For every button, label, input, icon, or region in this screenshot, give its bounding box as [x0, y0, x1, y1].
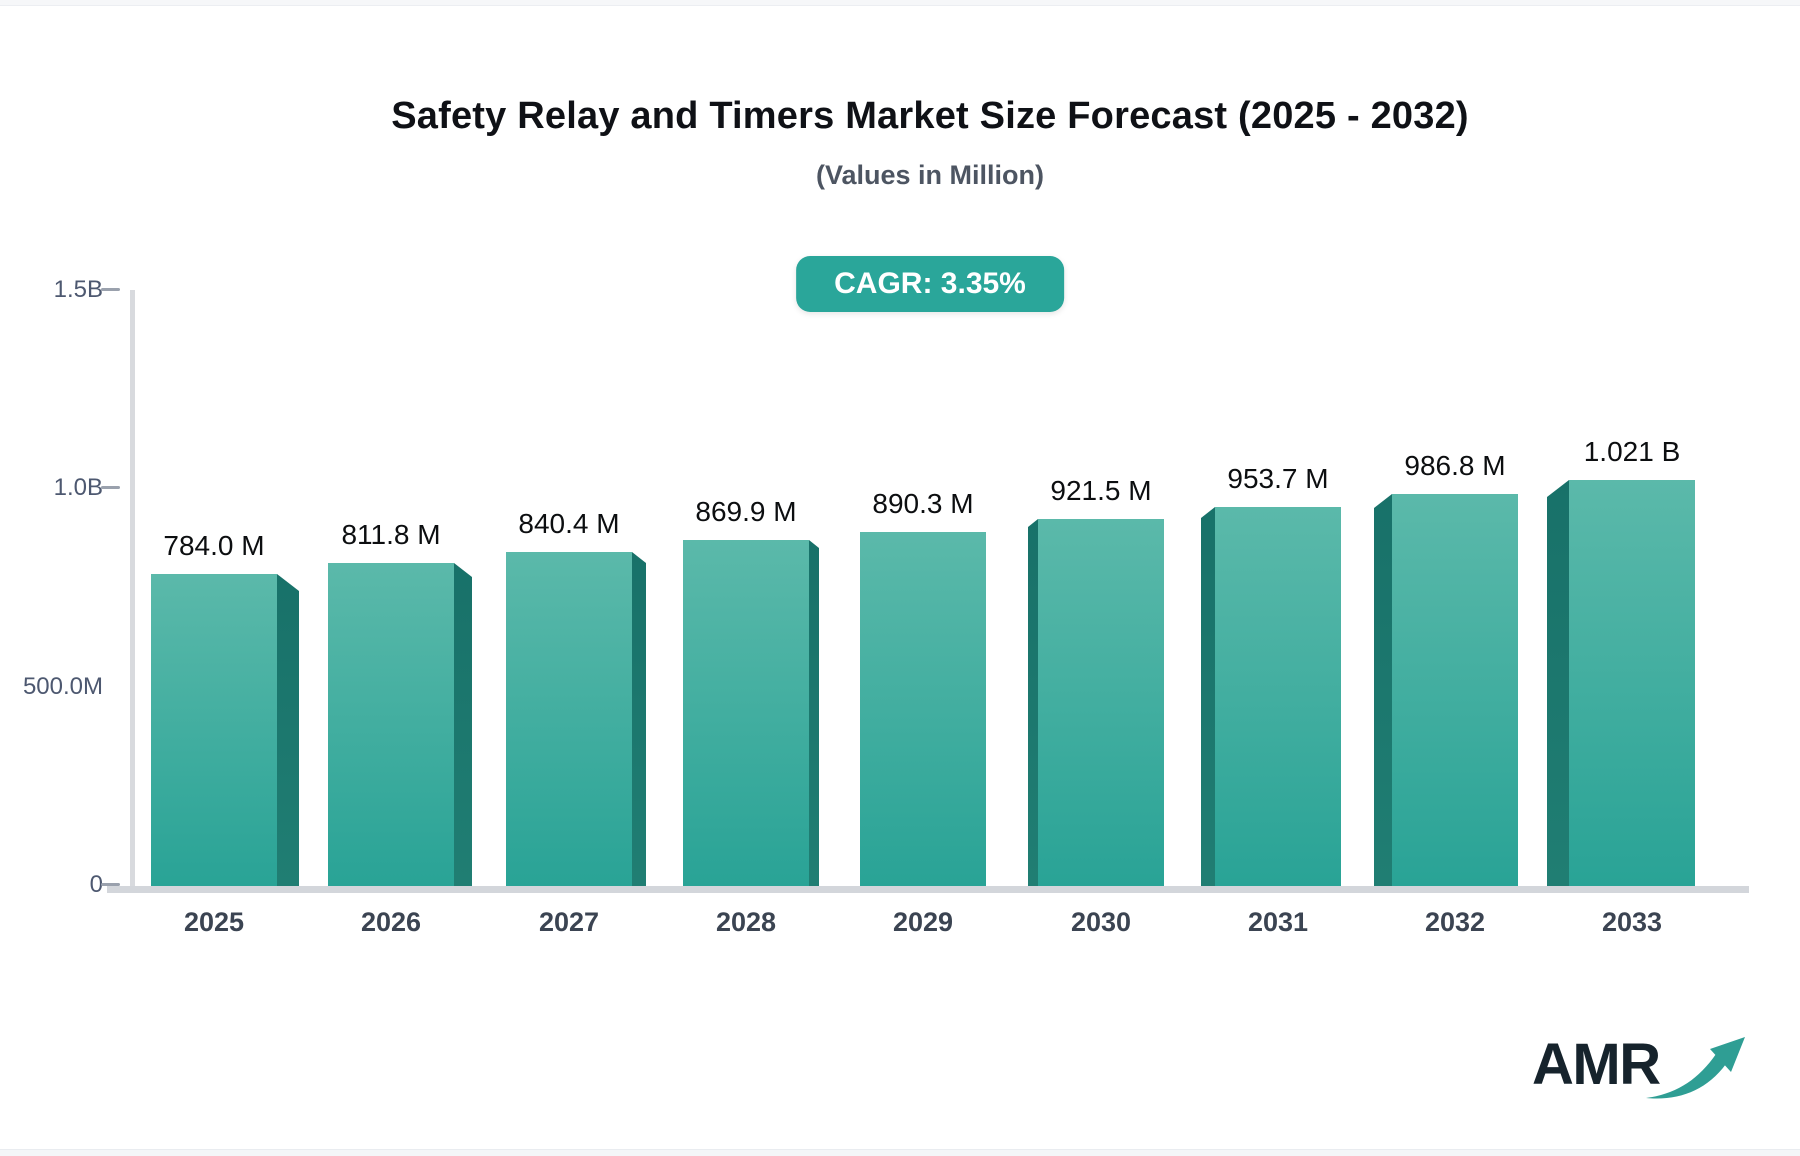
chart-title: Safety Relay and Timers Market Size Fore…: [391, 95, 1469, 137]
bar-value-label-2026: 811.8 M: [341, 519, 441, 550]
bar-side-face-2025: [277, 574, 299, 886]
x-axis-label-2033: 2033: [1601, 907, 1663, 937]
bar-value-label-2029: 890.3 M: [872, 488, 974, 519]
cagr-badge: CAGR: 3.35%: [796, 256, 1064, 312]
bar-value-label-2033: 1.021 B: [1583, 436, 1681, 467]
y-tick-label-1.5B: 1.5B: [53, 276, 103, 303]
y-tick-label-1.0B: 1.0B: [53, 474, 103, 501]
bar-side-face-2033: [1547, 480, 1569, 886]
bar-side-face-2030: [1028, 519, 1038, 886]
bar-2025: [151, 574, 277, 886]
y-tick-dash: [101, 883, 120, 886]
x-axis-label-2028: 2028: [715, 907, 777, 937]
y-tick-dash: [101, 486, 120, 489]
x-axis-label-2032: 2032: [1424, 907, 1486, 937]
page-bottom-divider: [0, 1149, 1800, 1156]
growth-arrow-icon: [1646, 1037, 1745, 1099]
bar-side-face-2026: [454, 563, 472, 886]
bar-2030: [1038, 519, 1164, 886]
bar-2033: [1569, 480, 1695, 886]
bar-value-label-2031: 953.7 M: [1227, 463, 1329, 494]
bar-value-label-2032: 986.8 M: [1404, 450, 1506, 481]
page-top-divider: [0, 0, 1800, 6]
y-tick-dash: [101, 288, 120, 291]
bar-side-face-2032: [1374, 494, 1392, 886]
bar-side-face-2031: [1201, 507, 1215, 886]
bar-2027: [506, 552, 632, 886]
cagr-badge-label: CAGR: 3.35%: [834, 267, 1026, 300]
x-axis-label-2029: 2029: [892, 907, 954, 937]
x-axis-label-2030: 2030: [1070, 907, 1132, 937]
x-axis-label-2025: 2025: [183, 907, 245, 937]
bar-value-label-2028: 869.9 M: [695, 496, 797, 527]
x-axis-baseline: [107, 886, 1749, 893]
x-axis-label-2031: 2031: [1247, 907, 1309, 937]
bar-side-face-2028: [809, 540, 819, 886]
x-axis-label-2027: 2027: [538, 907, 600, 937]
bar-side-face-2027: [632, 552, 646, 886]
bar-value-label-2025: 784.0 M: [163, 530, 265, 561]
bar-2028: [683, 540, 809, 886]
bar-2031: [1215, 507, 1341, 886]
bar-2026: [328, 563, 454, 886]
x-axis-label-2026: 2026: [360, 907, 422, 937]
bar-value-label-2030: 921.5 M: [1050, 475, 1152, 506]
amr-logo-text: AMR: [1532, 1032, 1661, 1097]
bar-2029: [860, 532, 986, 886]
chart-subtitle: (Values in Million): [815, 160, 1045, 190]
bar-value-label-2027: 840.4 M: [518, 508, 620, 539]
bar-2032: [1392, 494, 1518, 886]
y-axis-line: [130, 290, 135, 886]
y-tick-label-500.0M: 500.0M: [22, 673, 103, 700]
y-tick-label-0: 0: [89, 871, 103, 898]
amr-logo: AMR: [1532, 1032, 1745, 1124]
